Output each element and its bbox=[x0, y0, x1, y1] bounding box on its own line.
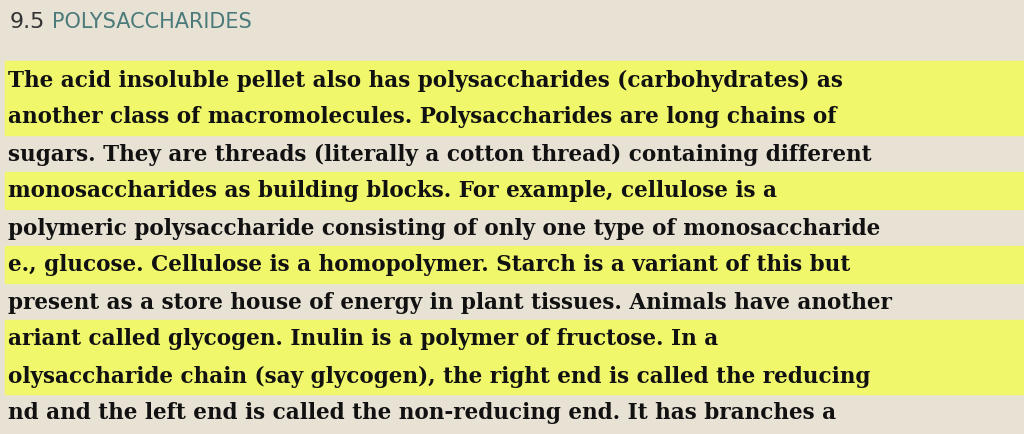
Bar bbox=[5, 320, 1024, 357]
Bar bbox=[5, 172, 1024, 209]
Bar bbox=[5, 246, 1024, 283]
Text: ariant called glycogen. Inulin is a polymer of fructose. In a: ariant called glycogen. Inulin is a poly… bbox=[8, 329, 718, 351]
Text: another class of macromolecules. Polysaccharides are long chains of: another class of macromolecules. Polysac… bbox=[8, 106, 837, 128]
Text: e., glucose. Cellulose is a homopolymer. Starch is a variant of this but: e., glucose. Cellulose is a homopolymer.… bbox=[8, 254, 850, 276]
Text: present as a store house of energy in plant tissues. Animals have another: present as a store house of energy in pl… bbox=[8, 292, 892, 313]
Bar bbox=[5, 357, 1024, 394]
Text: olysaccharide chain (say glycogen), the right end is called the reducing: olysaccharide chain (say glycogen), the … bbox=[8, 365, 870, 388]
Text: polymeric polysaccharide consisting of only one type of monosaccharide: polymeric polysaccharide consisting of o… bbox=[8, 217, 881, 240]
Bar bbox=[5, 61, 1024, 98]
Text: sugars. They are threads (literally a cotton thread) containing different: sugars. They are threads (literally a co… bbox=[8, 144, 871, 165]
Bar bbox=[5, 98, 1024, 135]
Text: monosaccharides as building blocks. For example, cellulose is a: monosaccharides as building blocks. For … bbox=[8, 181, 777, 203]
Text: 9.5: 9.5 bbox=[10, 12, 45, 32]
Text: POLYSACCHARIDES: POLYSACCHARIDES bbox=[52, 12, 252, 32]
Text: nd and the left end is called the non-reducing end. It has branches a: nd and the left end is called the non-re… bbox=[8, 402, 837, 424]
Text: The acid insoluble pellet also has polysaccharides (carbohydrates) as: The acid insoluble pellet also has polys… bbox=[8, 69, 843, 92]
